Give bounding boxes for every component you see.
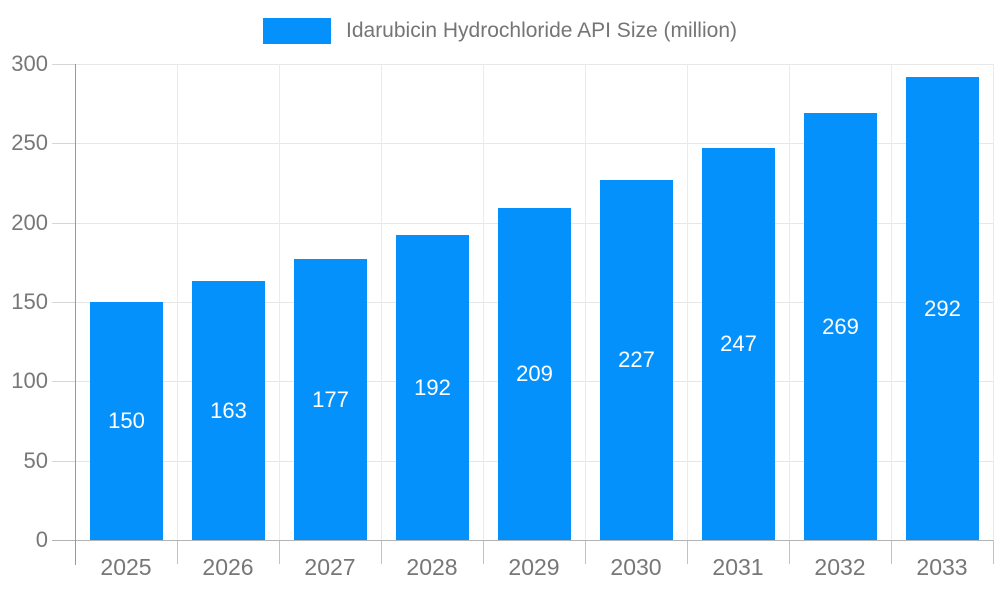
y-tick-label: 150 [11, 289, 48, 314]
bar-value-label: 227 [618, 347, 655, 372]
x-gridline [789, 64, 790, 540]
x-tick [381, 540, 382, 564]
y-tick-label: 250 [11, 130, 48, 155]
x-tick-label: 2029 [508, 554, 560, 580]
x-tick-label: 2032 [814, 554, 866, 580]
y-tick-label: 50 [23, 448, 48, 473]
x-tick-label: 2028 [406, 554, 458, 580]
x-axis-line [52, 540, 993, 541]
x-gridline [687, 64, 688, 540]
x-tick-label: 2030 [610, 554, 662, 580]
chart-legend[interactable]: Idarubicin Hydrochloride API Size (milli… [0, 14, 1000, 48]
y-tick [52, 143, 75, 144]
bar-value-label: 177 [312, 386, 349, 412]
x-tick-label: 2033 [916, 554, 968, 580]
y-gridline [75, 143, 993, 144]
x-tick [279, 540, 280, 564]
bar-value-label: 163 [210, 397, 247, 423]
x-gridline [483, 64, 484, 540]
y-gridline [75, 64, 993, 65]
x-tick-label: 2025 [100, 554, 152, 580]
x-gridline [993, 64, 994, 540]
bar-value-label: 209 [516, 361, 553, 386]
x-tick-label: 2027 [304, 554, 356, 580]
bar-value-label: 150 [108, 408, 145, 433]
bar-2026[interactable]: 163 [192, 281, 265, 540]
bar-2027[interactable]: 177 [294, 259, 367, 540]
bar-2033[interactable]: 292 [906, 77, 979, 540]
x-gridline [381, 64, 382, 540]
x-tick [483, 540, 484, 564]
y-tick [52, 64, 75, 65]
bar-value-label: 269 [822, 313, 859, 339]
bar-value-label: 192 [414, 374, 451, 400]
x-tick [993, 540, 994, 564]
y-tick-label: 200 [11, 210, 48, 235]
x-tick-label: 2031 [712, 554, 764, 580]
bar-2025[interactable]: 150 [90, 302, 163, 540]
x-tick [177, 540, 178, 564]
bar-2029[interactable]: 209 [498, 208, 571, 540]
y-tick [52, 461, 75, 462]
y-tick-label: 300 [11, 51, 48, 76]
legend-label: Idarubicin Hydrochloride API Size (milli… [346, 19, 737, 42]
bar-2030[interactable]: 227 [600, 180, 673, 540]
bar-2031[interactable]: 247 [702, 148, 775, 540]
x-gridline [891, 64, 892, 540]
legend-swatch [263, 18, 331, 44]
y-tick-label: 100 [11, 368, 48, 393]
x-tick [687, 540, 688, 564]
x-tick [789, 540, 790, 564]
x-tick [891, 540, 892, 564]
y-tick [52, 381, 75, 382]
bar-2032[interactable]: 269 [804, 113, 877, 540]
x-gridline [585, 64, 586, 540]
y-tick [52, 223, 75, 224]
y-tick-label: 0 [35, 527, 48, 552]
x-tick [585, 540, 586, 564]
bar-value-label: 292 [924, 295, 961, 321]
bar-value-label: 247 [720, 331, 757, 356]
x-gridline [177, 64, 178, 540]
bar-2028[interactable]: 192 [396, 235, 469, 540]
y-tick [52, 302, 75, 303]
y-axis-line [75, 64, 76, 565]
x-gridline [279, 64, 280, 540]
x-tick-label: 2026 [202, 554, 254, 580]
